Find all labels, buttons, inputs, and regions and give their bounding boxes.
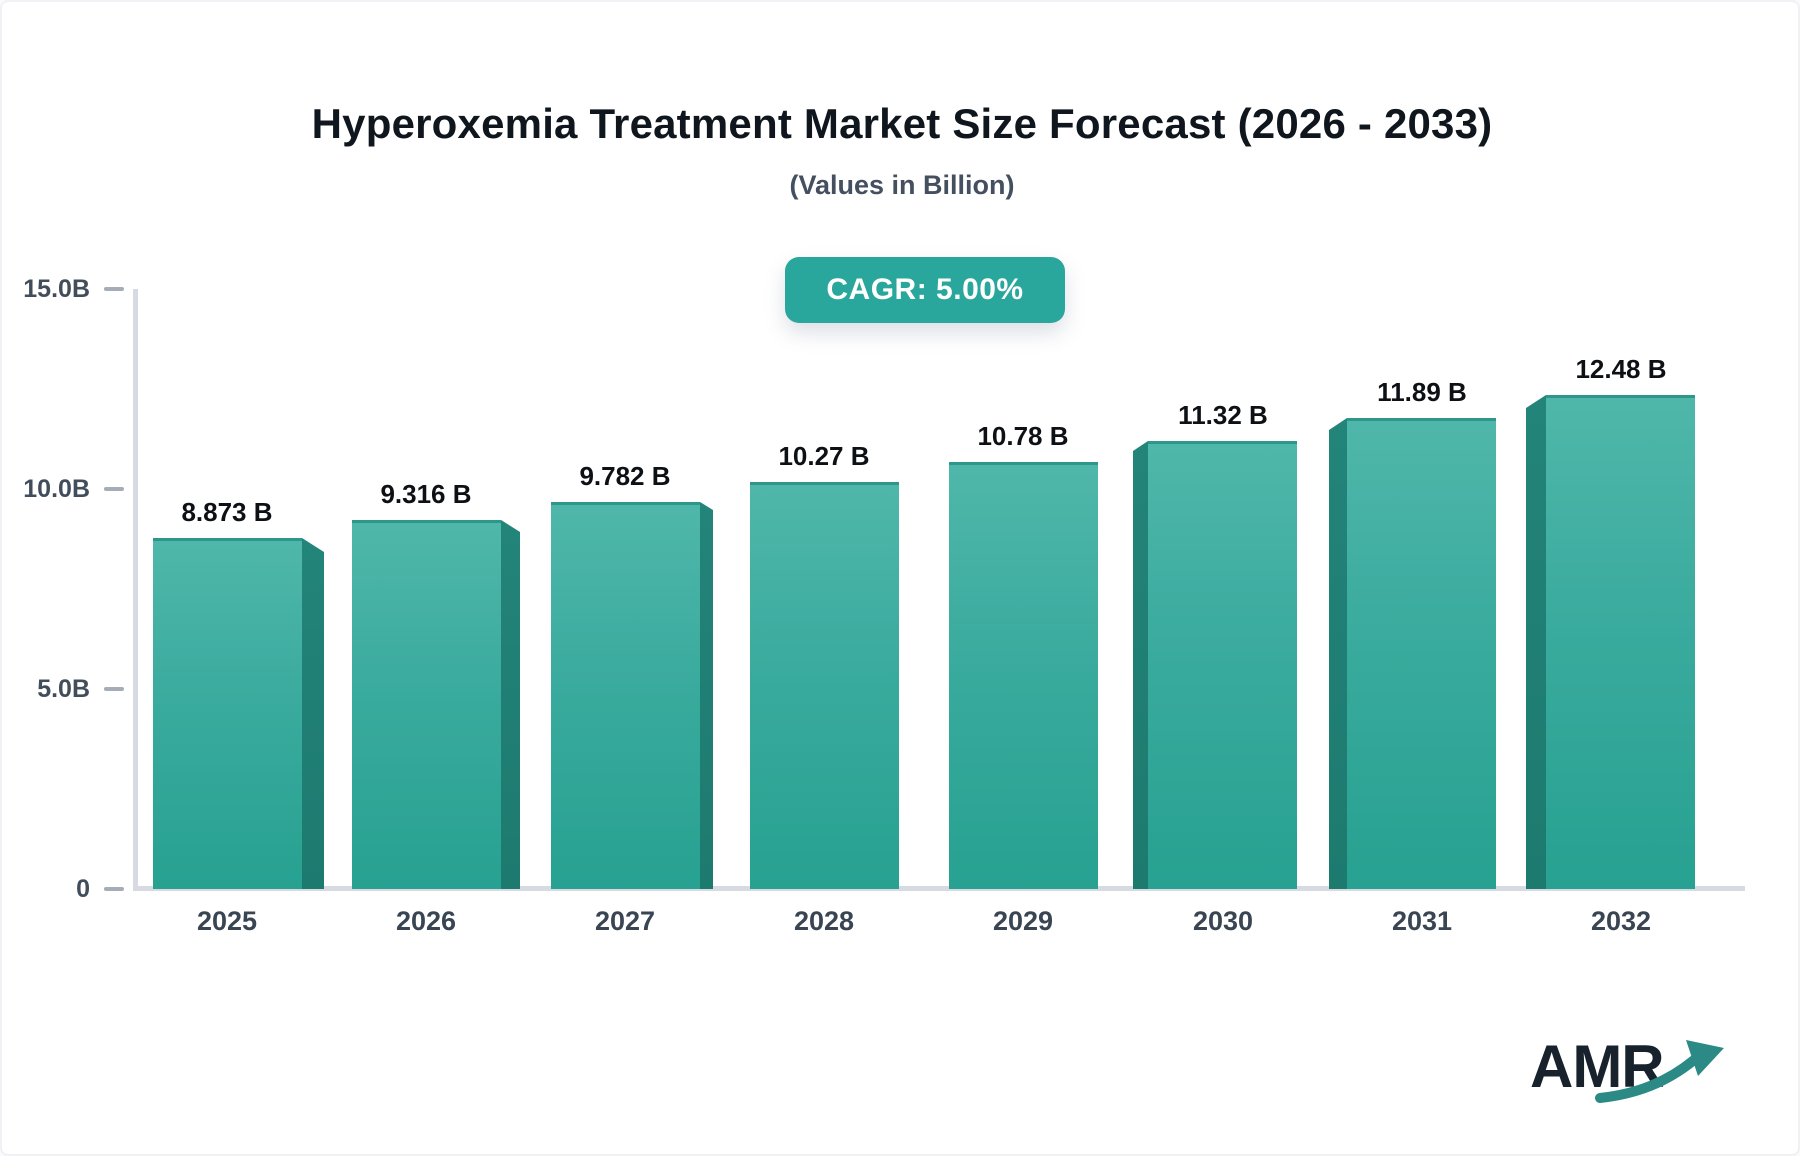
bar-3d-side	[302, 538, 324, 889]
bar-3d-side	[1329, 418, 1347, 889]
bar-value-label: 9.316 B	[380, 479, 472, 509]
bar-2026[interactable]	[352, 520, 501, 889]
y-axis-tick-label: 5.0B	[37, 675, 90, 703]
bar-3d-side	[501, 520, 520, 889]
bar-value-label: 11.32 B	[1178, 400, 1268, 430]
bar-value-label: 12.48 B	[1575, 354, 1667, 384]
bar-2032[interactable]	[1546, 395, 1695, 889]
bar-value-label: 11.89 B	[1377, 377, 1467, 407]
x-axis-category-label: 2031	[1391, 906, 1453, 936]
bar-2029[interactable]	[949, 462, 1098, 889]
y-axis-tick-mark	[104, 487, 124, 491]
bar-3d-side	[1133, 441, 1148, 889]
bar-2028[interactable]	[750, 482, 899, 889]
y-axis-tick-label: 10.0B	[23, 475, 90, 503]
bar-2030[interactable]	[1148, 441, 1297, 889]
x-axis-category-label: 2025	[196, 906, 258, 936]
y-axis-tick-mark	[104, 887, 124, 891]
x-axis-line	[133, 886, 1745, 891]
chart-subtitle: (Values in Billion)	[789, 170, 1015, 200]
bar-2027[interactable]	[551, 502, 700, 889]
x-axis-category-label: 2032	[1590, 906, 1652, 936]
y-axis-tick-label: 15.0B	[23, 275, 90, 303]
y-axis-line	[133, 289, 138, 890]
y-axis-tick-label: 0	[76, 875, 90, 903]
bar-value-label: 10.27 B	[778, 441, 870, 471]
growth-arrow-icon	[1595, 1040, 1724, 1103]
bar-2025[interactable]	[153, 538, 302, 889]
bar-3d-side	[700, 502, 713, 889]
cagr-badge: CAGR: 5.00%	[785, 257, 1065, 323]
amr-logo[interactable]: AMR	[1530, 1024, 1730, 1104]
x-axis-category-label: 2029	[992, 906, 1054, 936]
x-axis-category-label: 2028	[793, 906, 855, 936]
bar-value-label: 8.873 B	[181, 497, 273, 527]
bar-value-label: 9.782 B	[579, 461, 671, 491]
bar-3d-side	[1526, 395, 1546, 889]
y-axis-tick-mark	[104, 287, 124, 291]
bar-2031[interactable]	[1347, 418, 1496, 889]
x-axis-category-label: 2026	[395, 906, 457, 936]
chart-title: Hyperoxemia Treatment Market Size Foreca…	[311, 100, 1493, 147]
bar-value-label: 10.78 B	[977, 421, 1069, 451]
x-axis-category-label: 2030	[1192, 906, 1254, 936]
y-axis-tick-mark	[104, 687, 124, 691]
x-axis-category-label: 2027	[594, 906, 656, 936]
